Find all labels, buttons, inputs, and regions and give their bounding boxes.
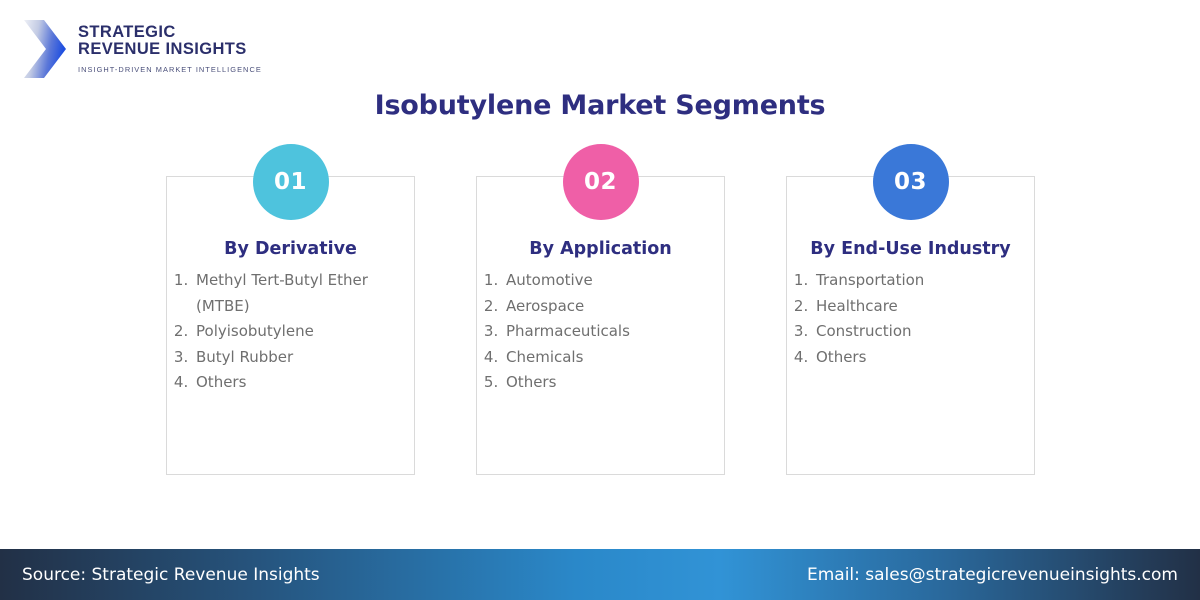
list-item: Methyl Tert-Butyl Ether (MTBE): [193, 268, 402, 319]
list-item: Others: [813, 345, 1022, 371]
list-item: Automotive: [503, 268, 712, 294]
segment-card-3: 03 By End-Use Industry Transportation He…: [786, 144, 1035, 475]
list-item: Pharmaceuticals: [503, 319, 712, 345]
segment-badge-1: 01: [252, 144, 329, 220]
brand-logo: STRATEGIC REVENUE INSIGHTS INSIGHT-DRIVE…: [22, 18, 262, 80]
list-item: Others: [503, 370, 712, 396]
segment-list-3: Transportation Healthcare Construction O…: [787, 268, 1034, 370]
segment-badge-2: 02: [562, 144, 639, 220]
segment-heading-2: By Application: [529, 239, 672, 259]
brand-text: STRATEGIC REVENUE INSIGHTS INSIGHT-DRIVE…: [78, 23, 262, 75]
brand-name-line2: REVENUE INSIGHTS: [78, 40, 247, 58]
list-item: Healthcare: [813, 294, 1022, 320]
brand-tagline: INSIGHT-DRIVEN MARKET INTELLIGENCE: [78, 65, 262, 74]
list-item: Butyl Rubber: [193, 345, 402, 371]
list-item: Chemicals: [503, 345, 712, 371]
footer-email[interactable]: Email: sales@strategicrevenueinsights.co…: [806, 564, 1178, 585]
brand-name-line1: STRATEGIC: [78, 23, 176, 41]
segment-card-1: 01 By Derivative Methyl Tert-Butyl Ether…: [166, 144, 415, 475]
list-item: Aerospace: [503, 294, 712, 320]
list-item: Construction: [813, 319, 1022, 345]
chevron-arrow-logo-icon: [24, 20, 66, 78]
segment-cards: 01 By Derivative Methyl Tert-Butyl Ether…: [166, 144, 1035, 475]
segment-heading-3: By End-Use Industry: [810, 239, 1011, 259]
segment-heading-1: By Derivative: [224, 239, 357, 259]
segment-list-2: Automotive Aerospace Pharmaceuticals Che…: [477, 268, 724, 396]
list-item: Polyisobutylene: [193, 319, 402, 345]
segment-list-1: Methyl Tert-Butyl Ether (MTBE) Polyisobu…: [167, 268, 414, 396]
footer-source: Source: Strategic Revenue Insights: [22, 564, 320, 585]
segment-badge-3: 03: [872, 144, 949, 220]
segment-card-2: 02 By Application Automotive Aerospace P…: [476, 144, 725, 475]
list-item: Transportation: [813, 268, 1022, 294]
list-item: Others: [193, 370, 402, 396]
footer-bar: Source: Strategic Revenue Insights Email…: [0, 549, 1200, 600]
page-title: Isobutylene Market Segments: [374, 90, 826, 121]
